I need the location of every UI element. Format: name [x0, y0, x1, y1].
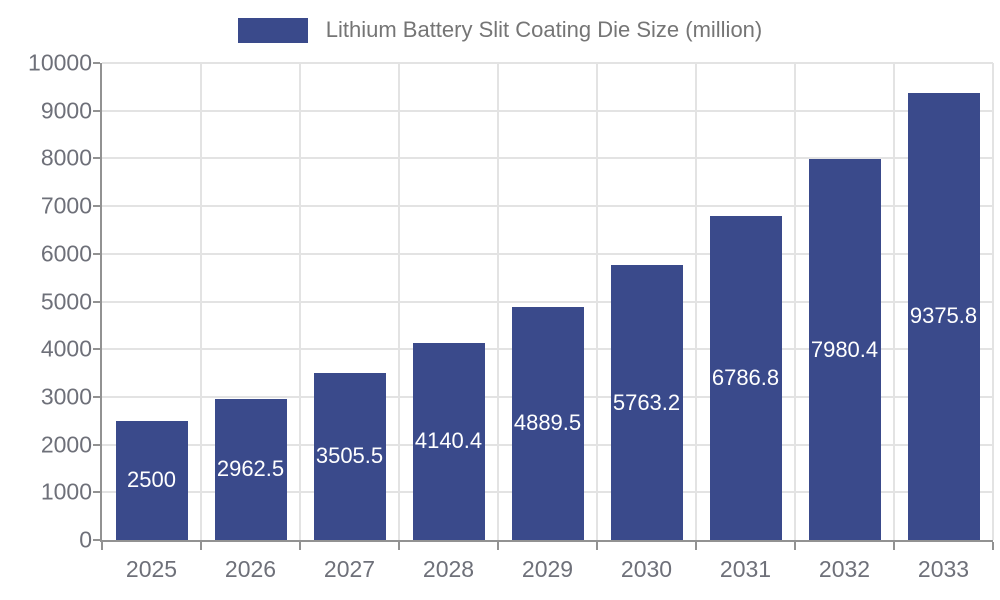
bar[interactable]: 9375.8: [907, 92, 980, 540]
x-axis-tick: [596, 542, 598, 550]
bar-value-label: 7980.4: [810, 336, 879, 362]
x-axis-tick: [199, 542, 202, 550]
bar-value-label: 4889.5: [513, 410, 582, 436]
y-axis-label: 4000: [40, 335, 92, 362]
grid-line-vertical: [992, 63, 994, 540]
bar-value-label: 4140.4: [414, 428, 483, 454]
grid-line-vertical: [199, 63, 202, 540]
grid-line-horizontal: [102, 157, 993, 160]
x-axis-tick: [397, 542, 400, 550]
bar-value-label: 2500: [127, 467, 176, 493]
bar[interactable]: 4140.4: [412, 342, 485, 540]
x-axis-tick: [496, 542, 499, 550]
y-axis-label: 10000: [28, 49, 92, 76]
grid-line-horizontal: [102, 205, 993, 208]
x-axis-tick: [794, 542, 796, 550]
grid-line-vertical: [694, 63, 697, 540]
x-axis-label: 2031: [719, 556, 772, 582]
x-axis-label: 2028: [422, 556, 475, 582]
y-axis-tick: [93, 539, 100, 541]
x-axis-label: 2030: [620, 556, 673, 582]
y-axis-tick: [93, 300, 100, 303]
bar[interactable]: 6786.8: [709, 216, 782, 540]
legend-label: Lithium Battery Slit Coating Die Size (m…: [325, 17, 763, 42]
y-axis-tick: [93, 252, 100, 255]
y-axis-label: 2000: [40, 431, 92, 458]
bar[interactable]: 5763.2: [610, 265, 683, 540]
grid-line-horizontal: [102, 62, 993, 64]
x-axis-label: 2027: [323, 556, 376, 582]
y-axis-label: 8000: [40, 144, 92, 171]
x-axis-label: 2033: [917, 556, 970, 582]
y-axis-tick: [93, 157, 100, 160]
grid-line-vertical: [794, 63, 796, 540]
x-axis-label: 2025: [125, 556, 178, 582]
y-axis-tick: [93, 109, 100, 112]
grid-line-horizontal: [102, 109, 993, 112]
x-axis-tick: [892, 542, 895, 550]
y-axis-label: 3000: [40, 383, 92, 410]
chart-legend[interactable]: Lithium Battery Slit Coating Die Size (m…: [0, 17, 1000, 43]
x-axis-tick: [992, 542, 994, 550]
y-axis-line: [100, 63, 102, 542]
y-axis-label: 7000: [40, 192, 92, 219]
bar-value-label: 9375.8: [909, 303, 978, 329]
y-axis-label: 1000: [40, 478, 92, 505]
grid-line-horizontal: [102, 300, 993, 303]
bar[interactable]: 4889.5: [511, 306, 584, 540]
bar[interactable]: 7980.4: [808, 159, 881, 540]
plot-area: 2500 2025 2962.5 2026 3505.5 2027 4140.4 2028 48…: [93, 62, 994, 582]
grid-line-vertical: [892, 63, 895, 540]
x-axis-line: [100, 540, 993, 542]
bar[interactable]: 2500: [115, 420, 188, 540]
bar-value-label: 6786.8: [711, 365, 780, 391]
x-axis-tick: [694, 542, 697, 550]
x-axis-label: 2026: [224, 556, 277, 582]
grid-line-horizontal: [102, 252, 993, 255]
legend-swatch-icon: [237, 17, 308, 43]
x-axis-tick: [101, 542, 103, 550]
y-axis-tick: [93, 491, 100, 494]
grid-line-vertical: [397, 63, 400, 540]
x-axis-label: 2029: [521, 556, 574, 582]
y-axis-label: 9000: [40, 97, 92, 124]
y-axis-tick: [93, 443, 100, 446]
y-axis-labels: 0 1000 2000 3000 4000 5000 6000 7000 8000 9000 100…: [0, 50, 92, 553]
y-axis-tick: [93, 395, 100, 398]
x-axis-label: 2032: [818, 556, 871, 582]
grid-line-vertical: [298, 63, 301, 540]
bar-value-label: 5763.2: [612, 389, 681, 415]
y-axis-label: 5000: [40, 288, 92, 314]
y-axis-label: 0: [79, 526, 92, 553]
y-axis-tick: [93, 62, 100, 64]
bar-value-label: 3505.5: [315, 443, 384, 469]
bar[interactable]: 2962.5: [214, 398, 287, 540]
grid-line-vertical: [596, 63, 598, 540]
x-axis-tick: [298, 542, 301, 550]
y-axis-label: 6000: [40, 240, 92, 267]
y-axis-tick: [93, 205, 100, 208]
grid-line-vertical: [496, 63, 499, 540]
bar[interactable]: 3505.5: [313, 372, 386, 540]
bar-value-label: 2962.5: [216, 456, 285, 482]
y-axis-tick: [93, 348, 100, 351]
